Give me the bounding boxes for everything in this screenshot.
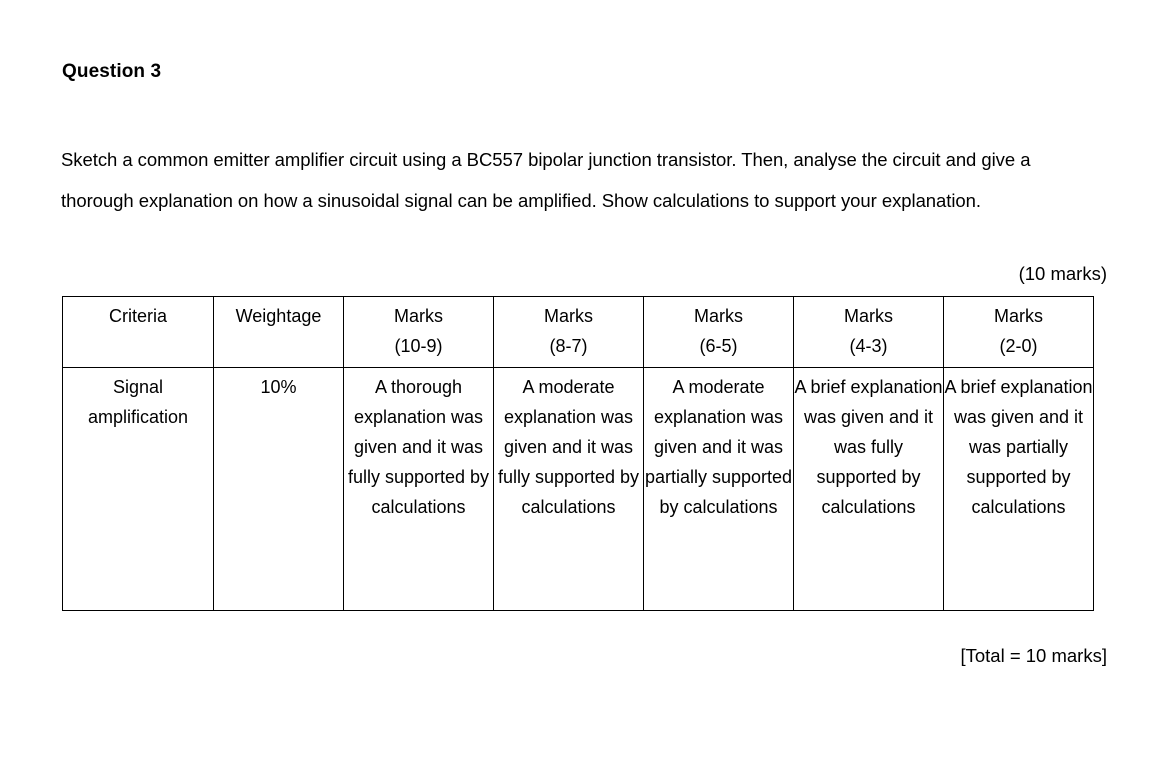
table-row: Signal amplification 10% A thorough expl…: [62, 367, 1094, 611]
column-header-line2: (10-9): [394, 336, 443, 356]
rubric-table: Criteria Weightage Marks (10-9) Marks (8…: [62, 296, 1094, 611]
cell-weightage: 10%: [213, 367, 344, 611]
column-header-line1: Marks: [394, 306, 443, 326]
table-header-row: Criteria Weightage Marks (10-9) Marks (8…: [62, 296, 1094, 368]
column-header-line2: (4-3): [849, 336, 888, 356]
page-title: Question 3: [62, 61, 162, 82]
column-header-criteria: Criteria: [62, 296, 214, 368]
question-body-text: Sketch a common emitter amplifier circui…: [61, 149, 1031, 211]
cell-criteria: Signal amplification: [62, 367, 214, 611]
column-header-line2: (2-0): [999, 336, 1038, 356]
column-header-marks-2-0: Marks (2-0): [943, 296, 1094, 368]
column-header-line2: (8-7): [549, 336, 588, 356]
cell-descriptor-4-3: A brief explanation was given and it was…: [793, 367, 944, 611]
column-header-line1: Marks: [694, 306, 743, 326]
marks-allocation-note: (10 marks): [1018, 263, 1107, 284]
cell-descriptor-6-5: A moderate explanation was given and it …: [643, 367, 794, 611]
column-header-line1: Marks: [844, 306, 893, 326]
column-header-line1: Marks: [544, 306, 593, 326]
column-header-line1: Criteria: [108, 306, 167, 326]
column-header-marks-10-9: Marks (10-9): [343, 296, 494, 368]
column-header-marks-8-7: Marks (8-7): [493, 296, 644, 368]
column-header-marks-6-5: Marks (6-5): [643, 296, 794, 368]
total-marks-note: [Total = 10 marks]: [960, 645, 1107, 666]
cell-descriptor-8-7: A moderate explanation was given and it …: [493, 367, 644, 611]
column-header-line1: Marks: [994, 306, 1043, 326]
column-header-line1: Weightage: [235, 306, 322, 326]
column-header-marks-4-3: Marks (4-3): [793, 296, 944, 368]
column-header-line2: (6-5): [699, 336, 738, 356]
cell-descriptor-2-0: A brief explanation was given and it was…: [943, 367, 1094, 611]
cell-descriptor-10-9: A thorough explanation was given and it …: [343, 367, 494, 611]
column-header-weightage: Weightage: [213, 296, 344, 368]
